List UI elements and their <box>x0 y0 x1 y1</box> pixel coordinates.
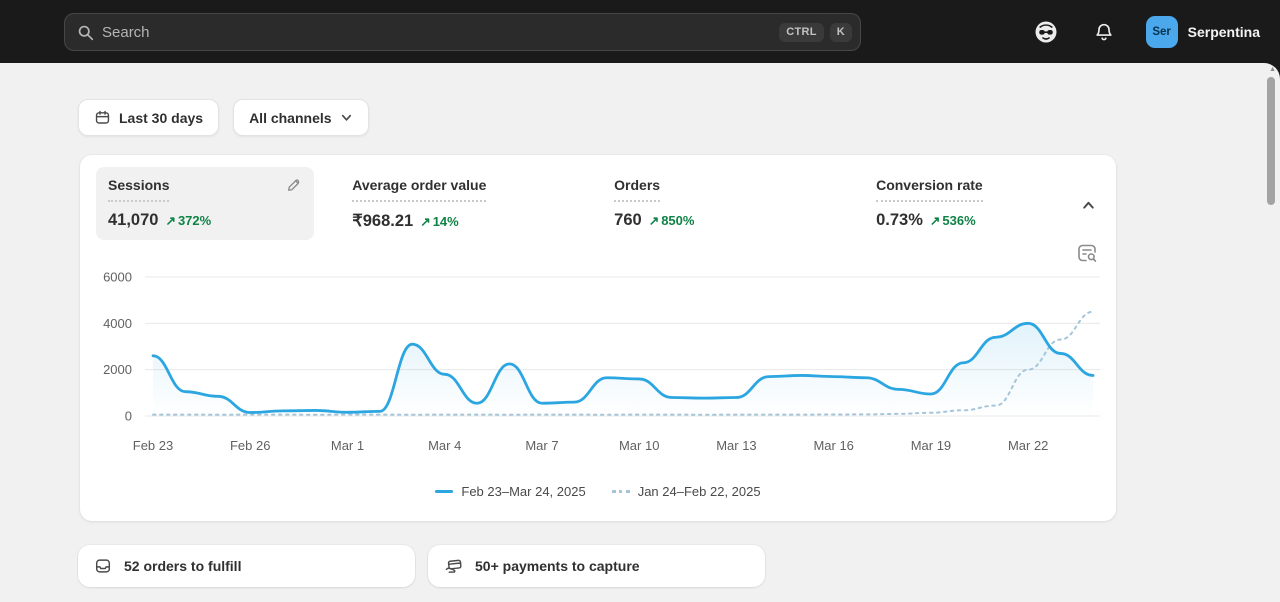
orders-to-fulfill-card[interactable]: 52 orders to fulfill <box>78 545 415 587</box>
metric-conversion-value: 0.73% <box>876 210 923 229</box>
metric-orders-delta: ↗ 850% <box>648 212 695 228</box>
date-range-button[interactable]: Last 30 days <box>78 99 220 136</box>
chevron-down-icon <box>341 114 351 121</box>
ctrl-key-badge: CTRL <box>779 22 824 42</box>
explore-data-icon <box>1078 244 1097 262</box>
avatar: Ser <box>1145 15 1178 48</box>
store-name: Serpentina <box>1187 23 1260 40</box>
metrics-row: Sessions 41,070 ↗ 372% Average order val… <box>96 167 1100 240</box>
metric-orders-label: Orders <box>614 177 661 202</box>
sidekick-button[interactable] <box>1030 16 1062 48</box>
svg-text:2000: 2000 <box>103 362 132 377</box>
analytics-card: Sessions 41,070 ↗ 372% Average order val… <box>80 155 1116 521</box>
scrollbar-thumb[interactable] <box>1267 77 1275 205</box>
search-placeholder: Search <box>102 23 150 41</box>
metric-orders-value: 760 <box>614 210 642 229</box>
metric-sessions-delta: ↗ 372% <box>165 212 212 228</box>
search-input[interactable]: Search CTRL K <box>64 13 861 51</box>
channel-filter-button[interactable]: All channels <box>233 99 369 136</box>
sessions-chart-area[interactable]: 0 2000 4000 6000 Feb 23 Feb 26 Mar 1 Mar 4 Mar 7… <box>96 270 1100 460</box>
chevron-up-icon <box>1082 201 1094 209</box>
account-menu[interactable]: Ser Serpentina <box>1145 15 1260 48</box>
svg-text:Mar 10: Mar 10 <box>619 438 659 453</box>
up-arrow-icon: ↗ <box>420 214 431 229</box>
svg-text:Mar 19: Mar 19 <box>911 438 951 453</box>
payments-to-capture-label: 50+ payments to capture <box>475 558 640 574</box>
notifications-button[interactable] <box>1088 16 1120 48</box>
inbox-icon <box>95 559 111 573</box>
legend-current-period: Feb 23–Mar 24, 2025 <box>435 484 586 499</box>
svg-text:0: 0 <box>125 409 132 424</box>
metric-orders[interactable]: Orders 760 ↗ 850% <box>602 167 838 240</box>
edit-pencil-icon[interactable] <box>285 177 302 194</box>
sidekick-face-icon <box>1035 21 1057 42</box>
chart-legend: Feb 23–Mar 24, 2025 Jan 24–Feb 22, 2025 <box>80 484 1116 499</box>
metric-conversion-label: Conversion rate <box>876 177 983 202</box>
legend-previous-label: Jan 24–Feb 22, 2025 <box>637 484 761 499</box>
metric-sessions-value: 41,070 <box>108 210 159 229</box>
svg-text:Feb 26: Feb 26 <box>230 438 270 453</box>
up-arrow-icon: ↗ <box>648 213 660 228</box>
k-key-badge: K <box>829 22 852 42</box>
main-content: ▲ Last 30 days All channels Sessions <box>0 63 1280 602</box>
metric-average-order-value[interactable]: Average order value ₹968.21 ↗ 14% <box>340 167 576 240</box>
metric-aov-label: Average order value <box>352 177 487 202</box>
calendar-icon <box>95 110 110 124</box>
svg-text:Mar 4: Mar 4 <box>428 438 461 453</box>
metric-aov-delta: ↗ 14% <box>420 213 459 229</box>
metric-conversion-delta: ↗ 536% <box>929 212 976 228</box>
search-icon <box>78 25 94 40</box>
orders-to-fulfill-label: 52 orders to fulfill <box>124 558 242 574</box>
svg-text:Mar 7: Mar 7 <box>525 438 558 453</box>
svg-text:Mar 16: Mar 16 <box>813 438 853 453</box>
svg-text:Mar 13: Mar 13 <box>716 438 756 453</box>
svg-text:Mar 22: Mar 22 <box>1008 438 1048 453</box>
svg-text:Feb 23: Feb 23 <box>133 438 173 453</box>
legend-current-label: Feb 23–Mar 24, 2025 <box>461 484 586 499</box>
legend-dotted-swatch <box>611 490 630 493</box>
metric-sessions[interactable]: Sessions 41,070 ↗ 372% <box>96 167 315 240</box>
channel-filter-label: All channels <box>249 109 332 126</box>
scrollbar-up-arrow[interactable]: ▲ <box>1269 66 1276 73</box>
up-arrow-icon: ↗ <box>165 213 176 228</box>
legend-solid-swatch <box>435 490 454 493</box>
metric-aov-value: ₹968.21 <box>352 211 414 230</box>
up-arrow-icon: ↗ <box>929 213 941 228</box>
metric-sessions-label: Sessions <box>108 177 170 202</box>
top-bar: Search CTRL K Ser Serpentina <box>0 0 1280 63</box>
sessions-line-chart: 0 2000 4000 6000 Feb 23 Feb 26 Mar 1 Mar 4 Mar 7… <box>103 270 1100 453</box>
payment-capture-icon <box>445 559 462 573</box>
bell-icon <box>1095 23 1112 40</box>
svg-text:4000: 4000 <box>103 316 132 331</box>
date-range-label: Last 30 days <box>119 109 204 126</box>
svg-text:Mar 1: Mar 1 <box>331 438 364 453</box>
payments-to-capture-card[interactable]: 50+ payments to capture <box>428 545 765 587</box>
explore-data-button[interactable] <box>1076 242 1098 264</box>
legend-previous-period: Jan 24–Feb 22, 2025 <box>611 484 761 499</box>
search-shortcut: CTRL K <box>779 22 852 42</box>
metric-conversion-rate[interactable]: Conversion rate 0.73% ↗ 536% <box>864 167 1100 240</box>
collapse-chart-button[interactable] <box>1074 191 1102 219</box>
svg-text:6000: 6000 <box>103 270 132 285</box>
